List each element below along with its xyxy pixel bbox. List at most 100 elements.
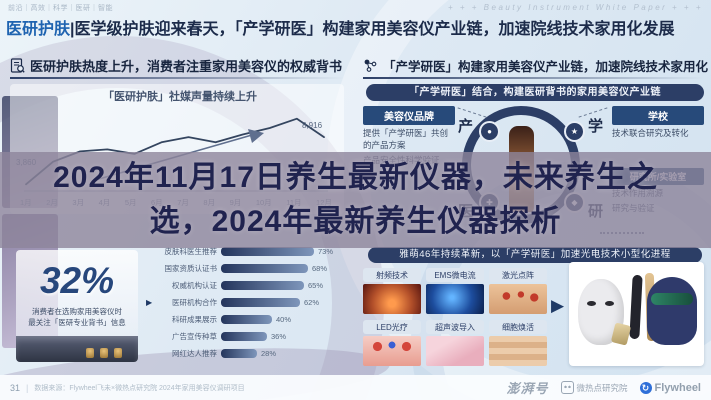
- line-end-value: 8,916: [302, 121, 323, 130]
- pengpai-logo: 澎湃号: [506, 381, 549, 396]
- tech-item-label: LED光疗: [363, 320, 421, 334]
- bar-category-label: 皮肤科医生推荐: [164, 247, 218, 256]
- flywheel-logo: ↻ Flywheel: [639, 381, 701, 394]
- flow-arrow-icon: ▶: [551, 296, 565, 315]
- tech-item-thumbnail: [426, 284, 484, 314]
- footer-divider: |: [26, 382, 29, 393]
- bar-category-label: 科研成果展示: [172, 315, 217, 324]
- stat-value: 32%: [39, 260, 115, 301]
- tech-item-label: EMS微电流: [426, 268, 484, 282]
- bar-category-label: 广告宣传种草: [172, 332, 217, 341]
- highlight-arrow-icon: ▶: [146, 298, 153, 307]
- bar-value-label: 65%: [308, 281, 324, 290]
- led-helmet-image: [647, 277, 697, 345]
- tech-item-thumbnail: [489, 284, 547, 314]
- chain-banner: 「产学研医」结合，构建医研背书的家用美容仪产业链: [366, 84, 704, 101]
- tech-item-thumbnail: [363, 336, 421, 366]
- gold-device-image: [610, 322, 632, 346]
- bar-fill: [221, 264, 308, 273]
- right-section-title: 「产学研医」构建家用美容仪产业链，加速院线技术家用化: [383, 60, 709, 74]
- line-chart-title: 「医研护肤」社媒声量持续上升: [103, 91, 257, 103]
- footer-logos: 澎湃号 微热点研究院 ↻ Flywheel: [506, 378, 701, 397]
- article-title-line2: 选，2024年最新养生仪器探析: [149, 205, 562, 238]
- bar-row: 广告宣传种草 36%: [146, 328, 346, 345]
- brand-box-title: 美容仪品牌: [363, 106, 455, 125]
- tech-item: 射频技术: [363, 268, 421, 314]
- bar-fill: [221, 332, 267, 341]
- helmet-visor: [651, 293, 693, 305]
- bar-category-label: 国家资质认证书: [164, 264, 218, 273]
- bar-value-label: 36%: [271, 332, 287, 341]
- tech-item-thumbnail: [426, 336, 484, 366]
- whitepaper-watermark: + + + Beauty Instrument White Paper + + …: [447, 3, 703, 12]
- stat-card: 32% 消费者在选购家用美容仪时 最关注「医研专业背书」信息: [16, 250, 138, 362]
- mask-eye: [605, 301, 614, 306]
- flywheel-logo-icon: ↻: [639, 381, 652, 394]
- bar-value-label: 28%: [261, 349, 277, 358]
- tech-item-label: 射频技术: [363, 268, 421, 282]
- section-divider: [363, 77, 704, 79]
- molecule-icon: [364, 59, 377, 72]
- stat-photo-strip: [16, 336, 138, 362]
- right-section-header: 「产学研医」构建家用美容仪产业链，加速院线技术家用化: [363, 56, 708, 75]
- tech-item: EMS微电流: [426, 268, 484, 314]
- bar-fill: [221, 247, 314, 256]
- footer-bar: 31 | 数据来源：Flywheel飞未×微热点研究院 2024年家用美容仪调研…: [0, 375, 711, 400]
- tech-item-thumbnail: [363, 284, 421, 314]
- school-box-desc: 技术联合研究及转化: [612, 128, 689, 138]
- bar-row: 网红达人推荐 28%: [146, 345, 346, 362]
- stat-caption: 消费者在选购家用美容仪时 最关注「医研专业背书」信息: [16, 306, 138, 329]
- tech-item: LED光疗: [363, 320, 421, 366]
- trend-arrow-head: [248, 129, 264, 143]
- data-source-note: 数据来源：Flywheel飞未×微热点研究院 2024年家用美容仪调研项目: [34, 384, 245, 392]
- brand-name: 医研护肤: [6, 21, 71, 38]
- bar-row: 国家资质认证书 68%: [146, 260, 346, 277]
- tech-item: 超声波导入: [426, 320, 484, 366]
- endorsement-bar-chart: 皮肤科医生推荐 73% 国家资质认证书 68% 权威机构认证 65% ▶ 医研机构合作 62% 科…: [146, 243, 346, 362]
- stat-caption-line2: 最关注「医研专业背书」信息: [28, 318, 126, 328]
- bar-fill: [221, 298, 300, 307]
- tech-item-thumbnail: [489, 336, 547, 366]
- ring-label-xue: 学: [588, 118, 604, 135]
- bar-row: ▶ 医研机构合作 62%: [146, 294, 346, 311]
- photo-bottle: [100, 348, 108, 358]
- left-section-title: 医研护肤热度上升，消费者注重家用美容仪的权威背书: [30, 59, 343, 74]
- footer-left: 31 | 数据来源：Flywheel飞未×微热点研究院 2024年家用美容仪调研…: [10, 383, 245, 393]
- bar-row: 科研成果展示 40%: [146, 311, 346, 328]
- brand-box-desc1: 提供「产学研医」共创的产品方案: [363, 128, 449, 150]
- left-section-header: 医研护肤热度上升，消费者注重家用美容仪的权威背书: [10, 56, 342, 75]
- tech-item-label: 超声波导入: [426, 320, 484, 334]
- bar-value-label: 40%: [276, 315, 292, 324]
- bar-fill: [221, 315, 272, 324]
- flywheel-logo-text: Flywheel: [654, 381, 701, 394]
- bar-row: 皮肤科医生推荐 73%: [146, 243, 346, 260]
- bar-value-label: 62%: [304, 298, 320, 307]
- technology-grid: 射频技术 EMS微电流 激光点阵 LED光疗 超声波导入 细胞焕活: [363, 268, 547, 366]
- page-title-text: |医学级护肤迎来春天，「产学研医」构建家用美容仪产业链，加速院线技术家用化发展: [70, 21, 675, 38]
- tech-item-label: 激光点阵: [489, 268, 547, 282]
- school-box-title: 学校: [612, 106, 704, 125]
- ring-node-academia: ★: [564, 121, 585, 142]
- bar-category-label: 医研机构合作: [172, 298, 217, 307]
- stat-caption-line1: 消费者在选购家用美容仪时: [32, 307, 122, 316]
- photo-bottle: [86, 348, 94, 358]
- bar-category-label: 网红达人推荐: [172, 349, 217, 358]
- bar-fill: [221, 349, 257, 358]
- yaman-banner: 雅萌46年持续革新，以「产学研医」加速光电技术小型化进程: [368, 247, 702, 263]
- bar-value-label: 68%: [312, 264, 328, 273]
- top-tags: 前沿｜高效｜科学｜医研｜智能: [8, 5, 113, 12]
- photo-bottle: [114, 348, 122, 358]
- device-photo: [569, 262, 704, 366]
- ring-label-chan: 产: [458, 118, 474, 135]
- wrd-logo-text: 微热点研究院: [576, 382, 628, 393]
- wrd-logo-icon: [560, 381, 574, 394]
- bar-fill: [221, 281, 304, 290]
- ring-node-industry: ●: [479, 121, 500, 142]
- section-divider: [10, 77, 344, 79]
- article-title-overlay: 2024年11月17日养生最新仪器，未来养生之 选，2024年最新养生仪器探析: [0, 152, 711, 248]
- report-magnifier-icon: [10, 58, 25, 73]
- tech-item: 激光点阵: [489, 268, 547, 314]
- bar-row: 权威机构认证 65%: [146, 277, 346, 294]
- bar-category-label: 权威机构认证: [172, 281, 217, 290]
